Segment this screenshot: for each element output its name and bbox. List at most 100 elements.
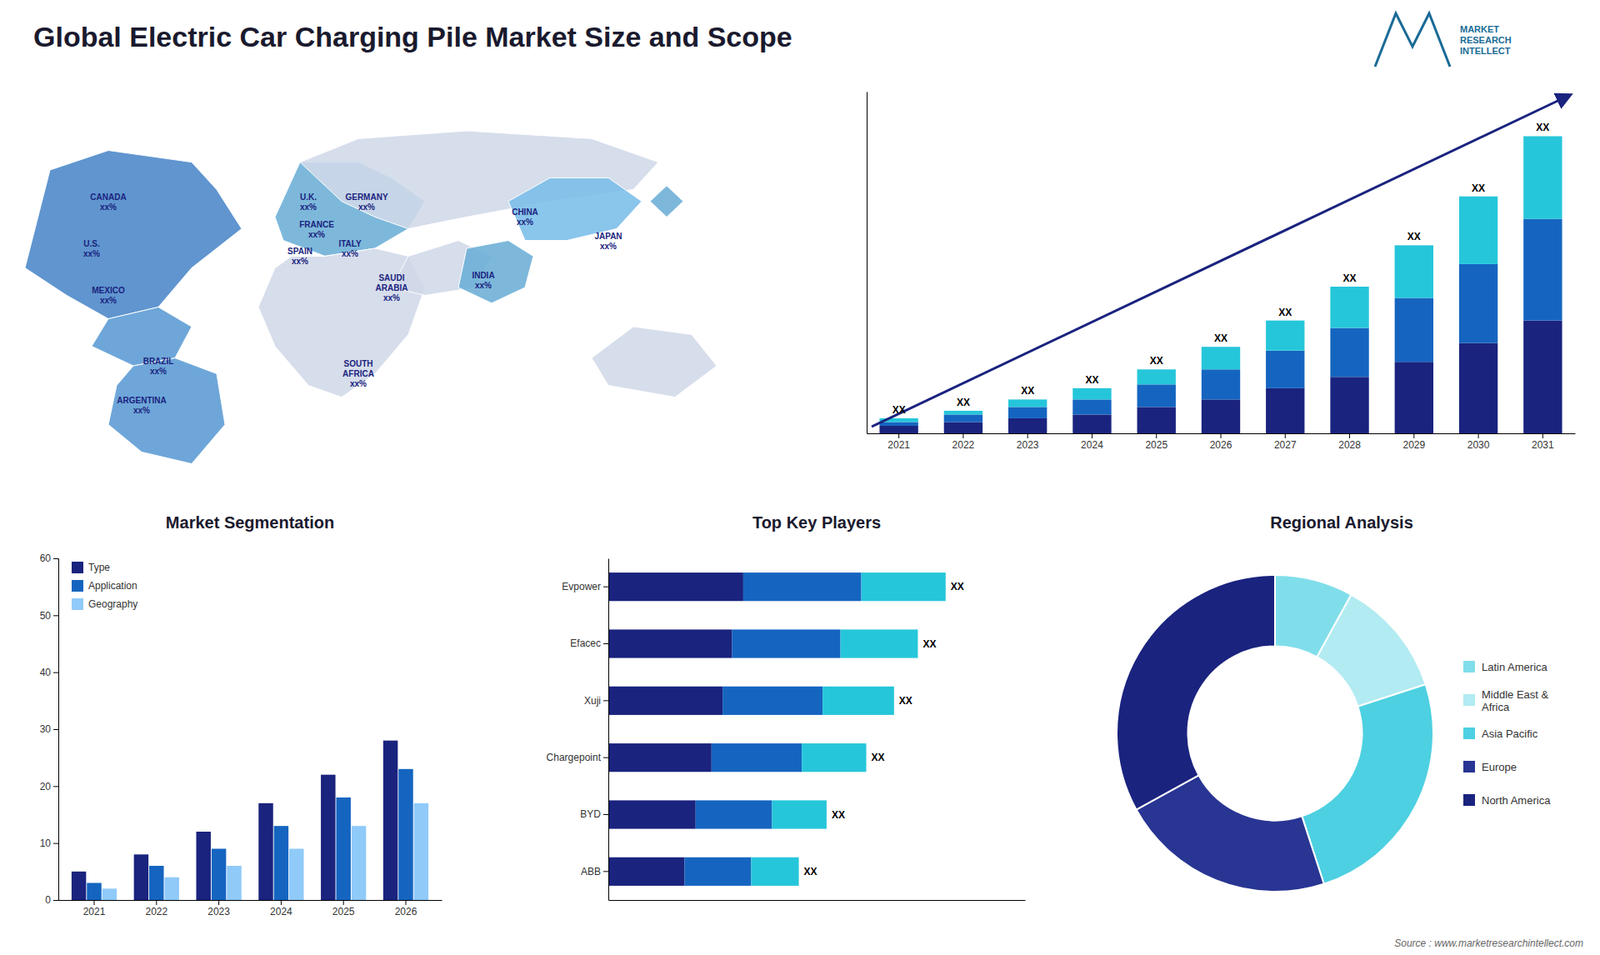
marks bbox=[879, 135, 1562, 434]
text-line: xx% bbox=[358, 201, 375, 211]
bar-segment bbox=[879, 425, 918, 434]
tick: 2024 bbox=[1080, 433, 1104, 451]
tick-label: 2022 bbox=[952, 439, 975, 451]
bar-segment bbox=[1265, 350, 1305, 389]
legend-item: Latin America bbox=[1463, 660, 1549, 674]
bar bbox=[149, 865, 164, 900]
tick: 2021 bbox=[83, 900, 106, 918]
bar-segment bbox=[1137, 384, 1176, 407]
bar-segment bbox=[861, 572, 946, 601]
map-region bbox=[508, 177, 642, 240]
tick-label: 2023 bbox=[1016, 439, 1040, 451]
tick: ABB bbox=[580, 865, 609, 878]
map-label: ARGENTINAxx% bbox=[116, 395, 166, 415]
tick-label: Chargepoint bbox=[546, 751, 602, 764]
legend-swatch bbox=[71, 561, 84, 574]
tick-label: 2027 bbox=[1274, 439, 1297, 451]
bar bbox=[289, 849, 304, 901]
text-line: North America bbox=[1481, 794, 1551, 807]
bar-segment bbox=[1008, 418, 1047, 434]
bar bbox=[71, 871, 86, 900]
text-line: xx% bbox=[83, 249, 100, 259]
tick-label: 40 bbox=[40, 666, 52, 679]
legend-label: Geography bbox=[88, 598, 138, 610]
axis-line bbox=[609, 900, 1026, 901]
tick: 2025 bbox=[332, 900, 355, 918]
map-region bbox=[108, 358, 225, 465]
map-label: U.S.xx% bbox=[83, 239, 100, 259]
axis-line bbox=[53, 559, 60, 901]
bar-segment bbox=[1008, 406, 1047, 419]
tick-label: 2029 bbox=[1402, 439, 1425, 451]
data-label: XX bbox=[1214, 332, 1228, 345]
tick-mark bbox=[1349, 433, 1350, 439]
bar-segment bbox=[1459, 343, 1498, 434]
axis: 2021202220232024202520262027202820292030… bbox=[867, 433, 1576, 451]
tick-mark bbox=[53, 615, 59, 616]
axis bbox=[609, 900, 1026, 901]
text-line: MARKET bbox=[1460, 24, 1500, 35]
legend-item: Geography bbox=[71, 598, 138, 610]
tick: Evpower bbox=[561, 580, 609, 593]
text-line: xx% bbox=[300, 201, 317, 211]
text-line: INDIA bbox=[471, 270, 495, 280]
tick-label: 60 bbox=[40, 552, 52, 565]
map-label: CHINAxx% bbox=[511, 207, 539, 227]
text-line: xx% bbox=[600, 240, 617, 250]
data-label: XX bbox=[1471, 182, 1485, 195]
bar-segment bbox=[1008, 399, 1047, 407]
tick-label: Evpower bbox=[561, 580, 601, 593]
tick-label: 50 bbox=[40, 610, 52, 622]
data-label: XX bbox=[1343, 272, 1357, 285]
legend: TypeApplicationGeography bbox=[71, 561, 138, 610]
map-label: INDIAxx% bbox=[471, 270, 495, 290]
tick-mark bbox=[53, 843, 59, 845]
legend-swatch bbox=[71, 580, 84, 592]
axis: EvpowerEfacecXujiChargepointBYDABB bbox=[546, 559, 610, 901]
legend-label: Application bbox=[88, 580, 138, 592]
text-line: FRANCE bbox=[299, 219, 335, 229]
bar-segment bbox=[879, 421, 918, 426]
tick-label: 2022 bbox=[145, 905, 168, 918]
tick: 2022 bbox=[145, 900, 168, 918]
legend-label: Latin America bbox=[1481, 660, 1549, 674]
text-line: SOUTH bbox=[344, 359, 374, 369]
bar-segment bbox=[1137, 406, 1176, 434]
legend-swatch bbox=[1463, 794, 1475, 806]
bar-segment bbox=[822, 686, 895, 715]
bar-segment bbox=[1201, 346, 1240, 370]
text-line: Latin America bbox=[1481, 660, 1549, 674]
bar-segment bbox=[944, 421, 983, 434]
tick-mark bbox=[1027, 433, 1029, 439]
tick-mark bbox=[155, 900, 157, 905]
tick-label: 30 bbox=[40, 723, 52, 735]
bar-segment bbox=[608, 686, 723, 715]
bar-chart: XXXXXXXXXXXXXXXXXXXXXX202120222023202420… bbox=[867, 92, 1576, 451]
data-label: XX bbox=[892, 404, 906, 416]
tick-mark bbox=[1285, 433, 1286, 439]
text-line: ARGENTINA bbox=[116, 395, 166, 405]
legend-item: Middle East &Africa bbox=[1463, 687, 1550, 713]
text-line: xx% bbox=[133, 405, 150, 415]
marks bbox=[71, 740, 429, 900]
tick-mark bbox=[603, 757, 609, 759]
slices bbox=[1116, 575, 1434, 892]
data-label: XX bbox=[950, 580, 965, 593]
map-label: SAUDIARABIAxx% bbox=[375, 273, 409, 303]
data-label: XX bbox=[922, 638, 936, 650]
bar-segment bbox=[1395, 298, 1434, 363]
text-line: Asia Pacific bbox=[1481, 727, 1539, 740]
tick-mark bbox=[53, 900, 59, 901]
donut-chart: Regional AnalysisLatin AmericaMiddle Eas… bbox=[1116, 513, 1551, 892]
tick: 50 bbox=[40, 610, 59, 622]
bar bbox=[134, 854, 149, 900]
text-line: xx% bbox=[350, 379, 367, 389]
bar bbox=[398, 769, 413, 900]
text-line: Europe bbox=[1481, 760, 1517, 774]
bar-segment bbox=[750, 857, 799, 886]
tick-label: 2021 bbox=[887, 439, 910, 451]
text-line: INTELLECT bbox=[1460, 45, 1511, 56]
bar-segment bbox=[1395, 361, 1434, 434]
chart-title: Top Key Players bbox=[752, 513, 881, 532]
tick-label: 2025 bbox=[332, 905, 355, 918]
